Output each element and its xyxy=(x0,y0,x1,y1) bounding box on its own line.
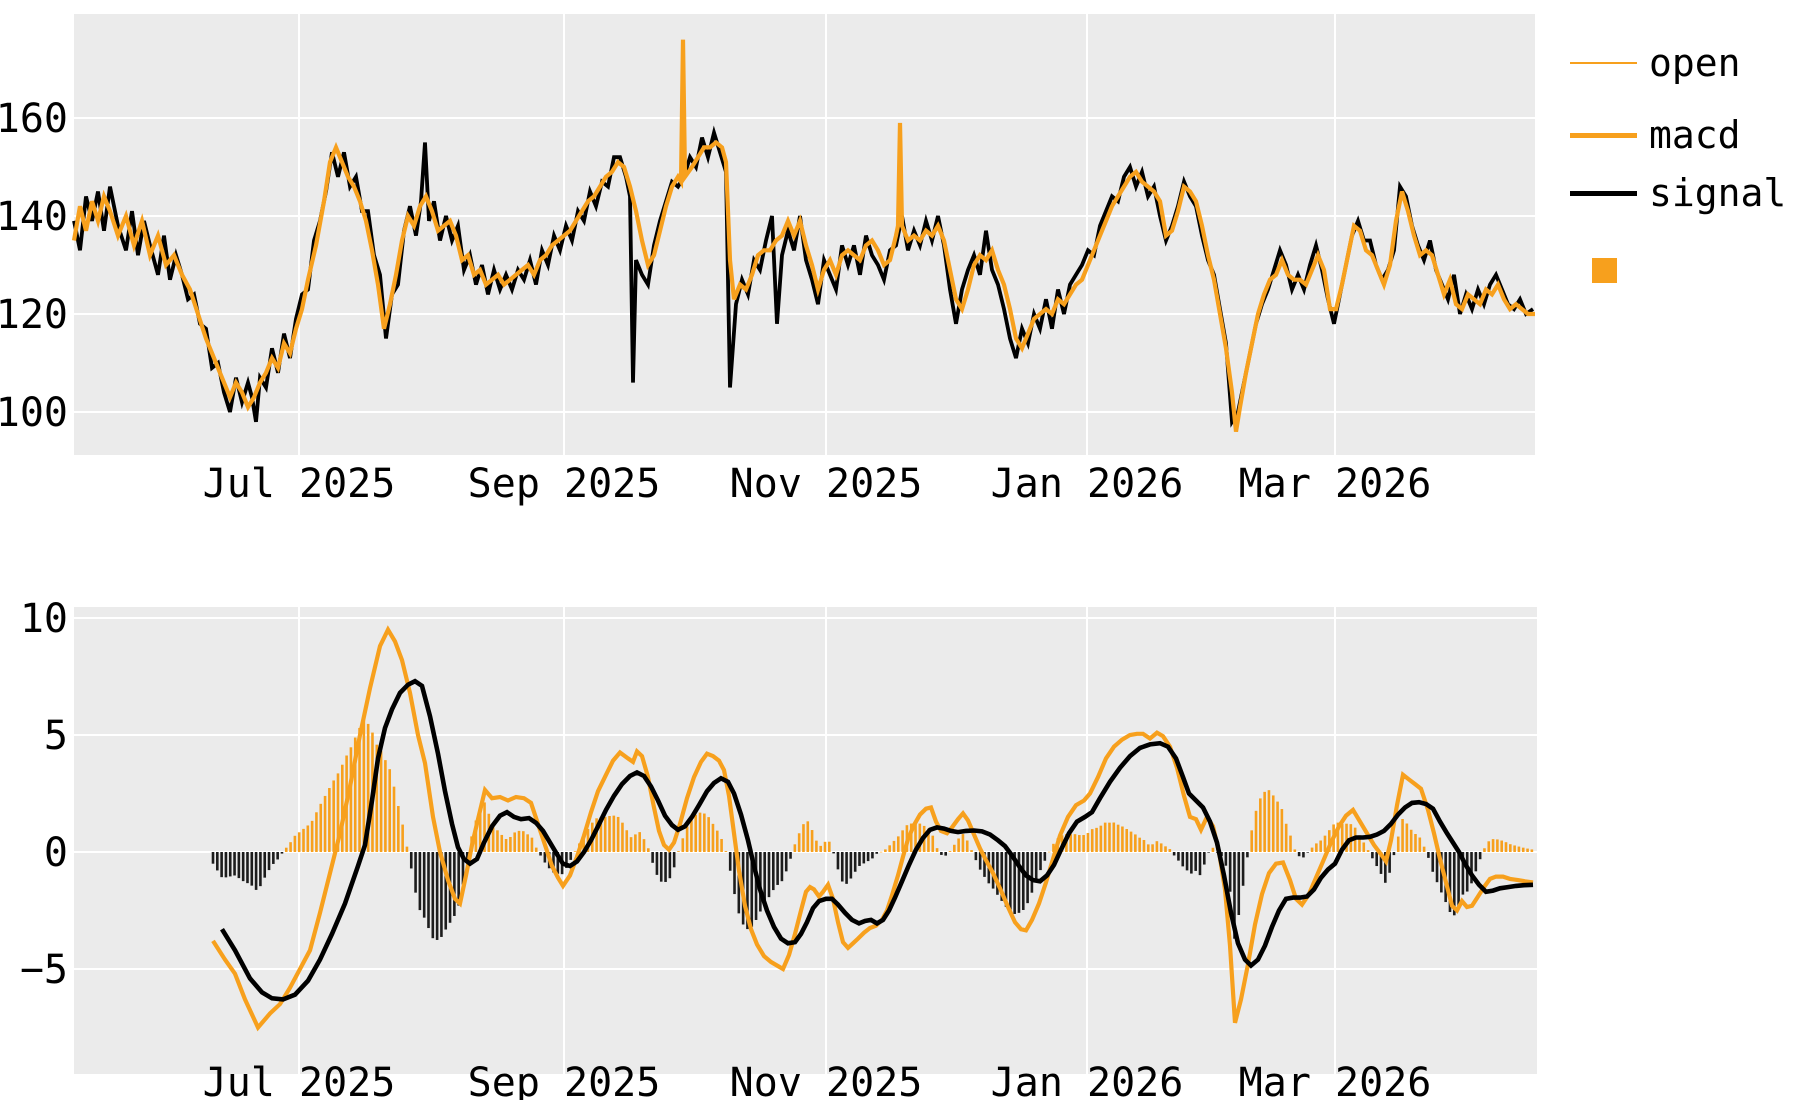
svg-text:Mar 2026: Mar 2026 xyxy=(1239,1060,1432,1100)
svg-text:5: 5 xyxy=(44,713,68,759)
open-line-swatch xyxy=(1570,61,1637,65)
macd-chart: 10 5 0 −5 Jul 2025 Sep 2025 Nov 2025 Jan 2026 Ma… xyxy=(20,596,1537,1100)
x-tick-labels: Jul 2025 Sep 2025 Nov 2025 Jan 2026 Mar 2026 xyxy=(203,461,1432,507)
macd-line xyxy=(211,625,1534,1032)
svg-text:100: 100 xyxy=(0,390,68,436)
legend-label-signal: signal xyxy=(1649,171,1787,215)
signal-line-swatch xyxy=(1570,190,1637,196)
gridlines xyxy=(74,14,1535,455)
legend-label-open: open xyxy=(1649,41,1741,85)
legend-label-macd: macd xyxy=(1649,113,1741,157)
svg-text:Sep 2025: Sep 2025 xyxy=(468,1060,661,1100)
open-line xyxy=(71,39,1535,432)
y-tick-labels: 160 140 120 100 xyxy=(0,96,68,436)
svg-text:0: 0 xyxy=(44,830,68,876)
svg-text:Jul 2025: Jul 2025 xyxy=(203,461,396,507)
legend-item-open: open xyxy=(1570,39,1741,87)
svg-text:Nov 2025: Nov 2025 xyxy=(730,1060,923,1100)
svg-text:160: 160 xyxy=(0,96,68,142)
macd-line-swatch xyxy=(1570,132,1637,138)
legend-item-macd: macd xyxy=(1570,111,1741,159)
y-tick-labels: 10 5 0 −5 xyxy=(20,596,68,993)
legend-item-signal: signal xyxy=(1570,169,1786,217)
svg-text:10: 10 xyxy=(20,596,68,642)
x-tick-labels: Jul 2025 Sep 2025 Nov 2025 Jan 2026 Mar 2026 xyxy=(203,1060,1432,1100)
svg-text:Sep 2025: Sep 2025 xyxy=(468,461,661,507)
svg-text:140: 140 xyxy=(0,194,68,240)
legend: open macd signal xyxy=(1570,0,1800,300)
svg-text:120: 120 xyxy=(0,292,68,338)
gridlines xyxy=(74,607,1537,1074)
signal-line xyxy=(220,678,1534,1002)
svg-text:Jan 2026: Jan 2026 xyxy=(991,1060,1184,1100)
svg-text:Jul 2025: Jul 2025 xyxy=(203,1060,396,1100)
svg-text:−5: −5 xyxy=(20,947,68,993)
svg-text:Mar 2026: Mar 2026 xyxy=(1239,461,1432,507)
svg-text:Jan 2026: Jan 2026 xyxy=(991,461,1184,507)
svg-text:Nov 2025: Nov 2025 xyxy=(730,461,923,507)
price-chart: 160 140 120 100 Jul 2025 Sep 2025 Nov 2025 Jan … xyxy=(0,14,1535,507)
histogram-marker-swatch xyxy=(1592,257,1617,283)
